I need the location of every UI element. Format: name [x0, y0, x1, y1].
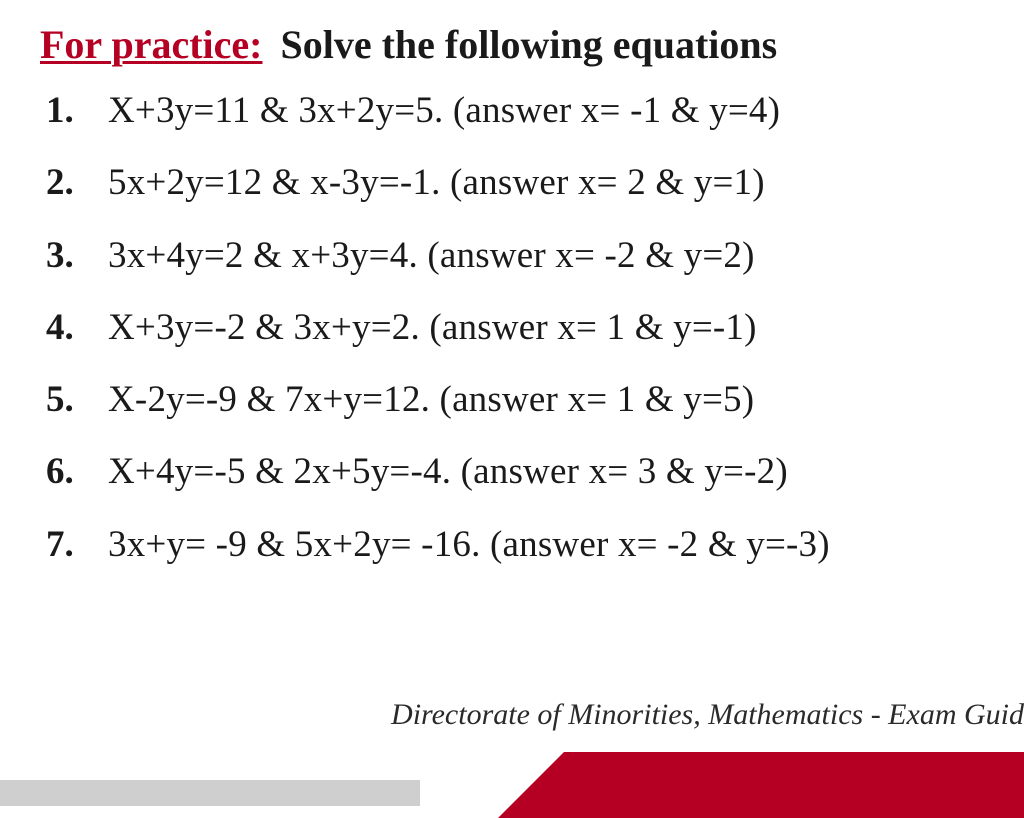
item-text: X-2y=-9 & 7x+y=12. (answer x= 1 & y=5) [108, 377, 754, 423]
page-heading: For practice: Solve the following equati… [40, 20, 984, 70]
item-text: 3x+4y=2 & x+3y=4. (answer x= -2 & y=2) [108, 233, 755, 279]
decorative-bar-grey [0, 780, 420, 806]
heading-rest: Solve the following equations [280, 22, 777, 67]
item-number: 2. [46, 160, 108, 206]
problem-list: 1. X+3y=11 & 3x+2y=5. (answer x= -1 & y=… [46, 88, 984, 568]
item-number: 5. [46, 377, 108, 423]
item-text: 3x+y= -9 & 5x+2y= -16. (answer x= -2 & y… [108, 522, 830, 568]
item-number: 3. [46, 233, 108, 279]
item-text: 5x+2y=12 & x-3y=-1. (answer x= 2 & y=1) [108, 160, 765, 206]
item-number: 6. [46, 449, 108, 495]
list-item: 2. 5x+2y=12 & x-3y=-1. (answer x= 2 & y=… [46, 160, 984, 206]
decorative-bar-red [564, 752, 1024, 818]
list-item: 5. X-2y=-9 & 7x+y=12. (answer x= 1 & y=5… [46, 377, 984, 423]
list-item: 3. 3x+4y=2 & x+3y=4. (answer x= -2 & y=2… [46, 233, 984, 279]
list-item: 4. X+3y=-2 & 3x+y=2. (answer x= 1 & y=-1… [46, 305, 984, 351]
item-text: X+3y=-2 & 3x+y=2. (answer x= 1 & y=-1) [108, 305, 757, 351]
item-number: 7. [46, 522, 108, 568]
item-number: 4. [46, 305, 108, 351]
item-number: 1. [46, 88, 108, 134]
footer-credit: Directorate of Minorities, Mathematics -… [391, 698, 1024, 732]
list-item: 7. 3x+y= -9 & 5x+2y= -16. (answer x= -2 … [46, 522, 984, 568]
heading-prefix: For practice: [40, 22, 262, 67]
page: For practice: Solve the following equati… [0, 0, 1024, 818]
list-item: 1. X+3y=11 & 3x+2y=5. (answer x= -1 & y=… [46, 88, 984, 134]
item-text: X+3y=11 & 3x+2y=5. (answer x= -1 & y=4) [108, 88, 780, 134]
item-text: X+4y=-5 & 2x+5y=-4. (answer x= 3 & y=-2) [108, 449, 788, 495]
list-item: 6. X+4y=-5 & 2x+5y=-4. (answer x= 3 & y=… [46, 449, 984, 495]
